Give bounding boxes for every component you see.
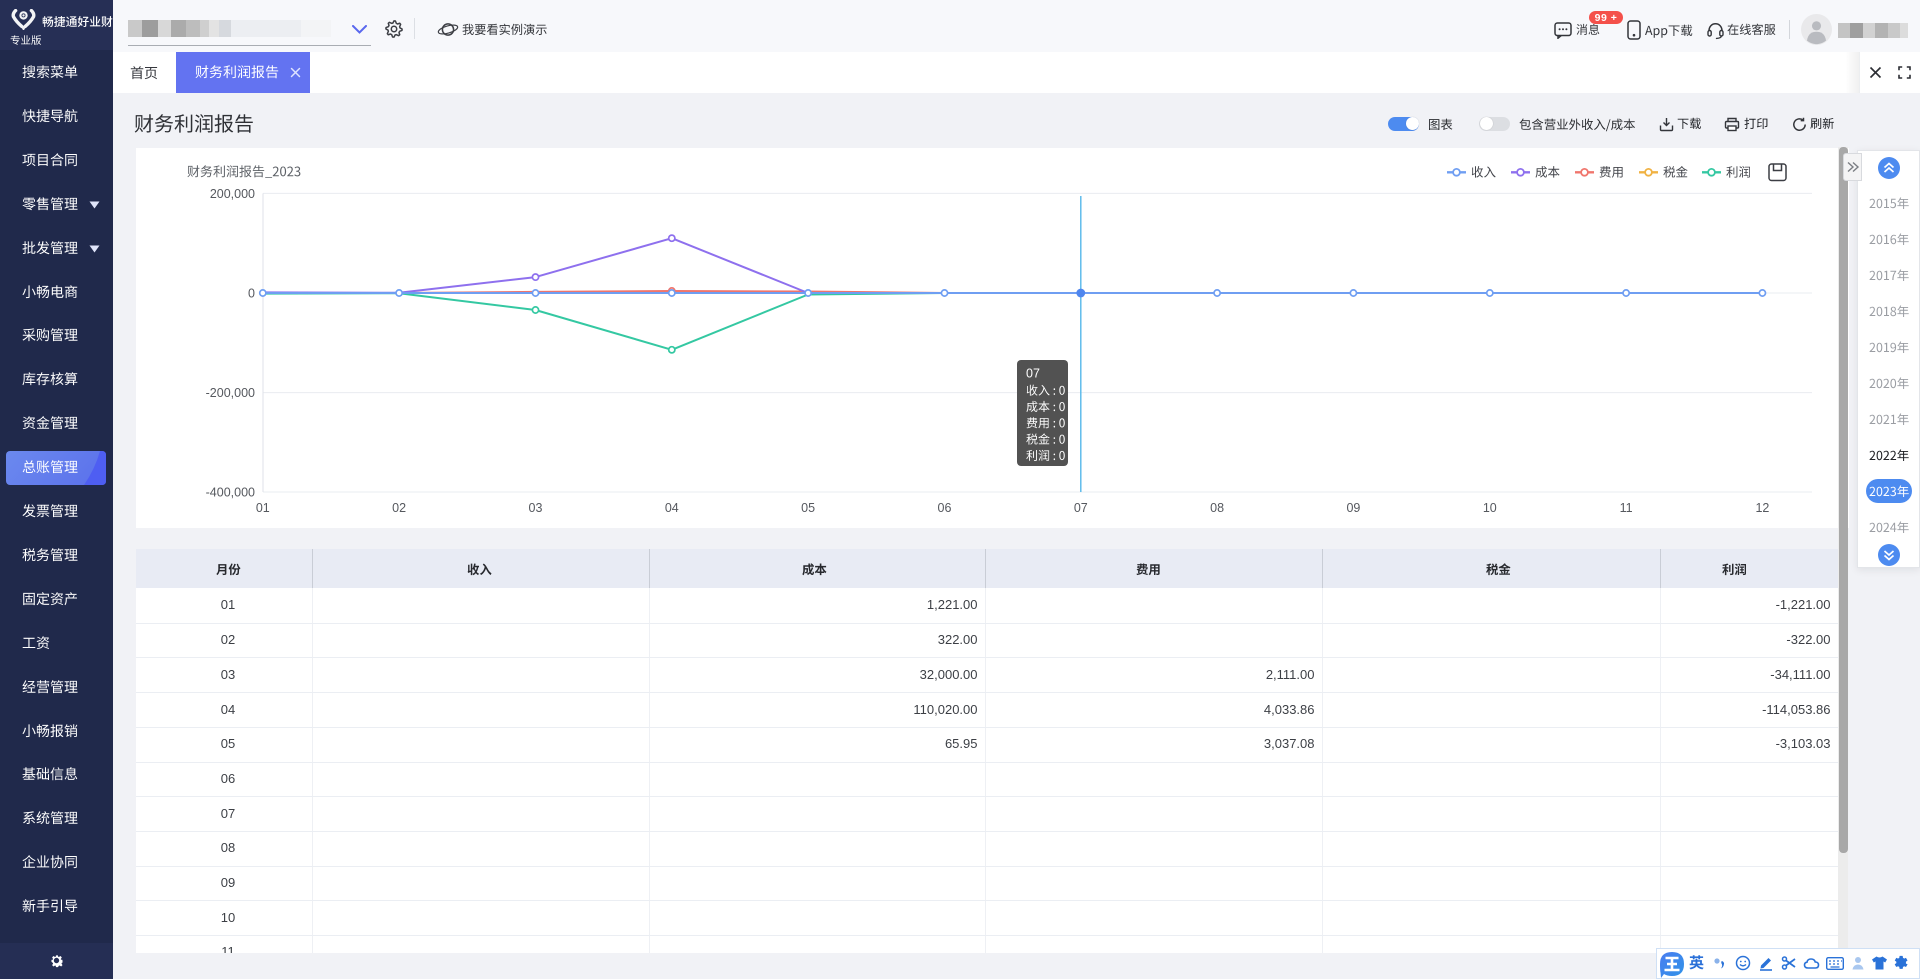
svg-text:-200,000: -200,000 (206, 386, 255, 400)
svg-text:11: 11 (1620, 501, 1633, 515)
svg-text:01: 01 (256, 501, 270, 515)
svg-text:05: 05 (801, 501, 815, 515)
svg-text:07: 07 (1074, 501, 1088, 515)
svg-text:-400,000: -400,000 (206, 486, 255, 500)
svg-text:04: 04 (665, 501, 679, 515)
svg-text:02: 02 (392, 501, 406, 515)
svg-text:12: 12 (1755, 501, 1769, 515)
svg-text:10: 10 (1483, 501, 1497, 515)
svg-text:08: 08 (1210, 501, 1224, 515)
svg-text:0: 0 (248, 287, 255, 301)
svg-text:03: 03 (529, 501, 543, 515)
svg-text:07: 07 (1026, 367, 1040, 381)
svg-text:200,000: 200,000 (210, 187, 255, 201)
svg-text:09: 09 (1346, 501, 1360, 515)
svg-text:06: 06 (938, 501, 952, 515)
